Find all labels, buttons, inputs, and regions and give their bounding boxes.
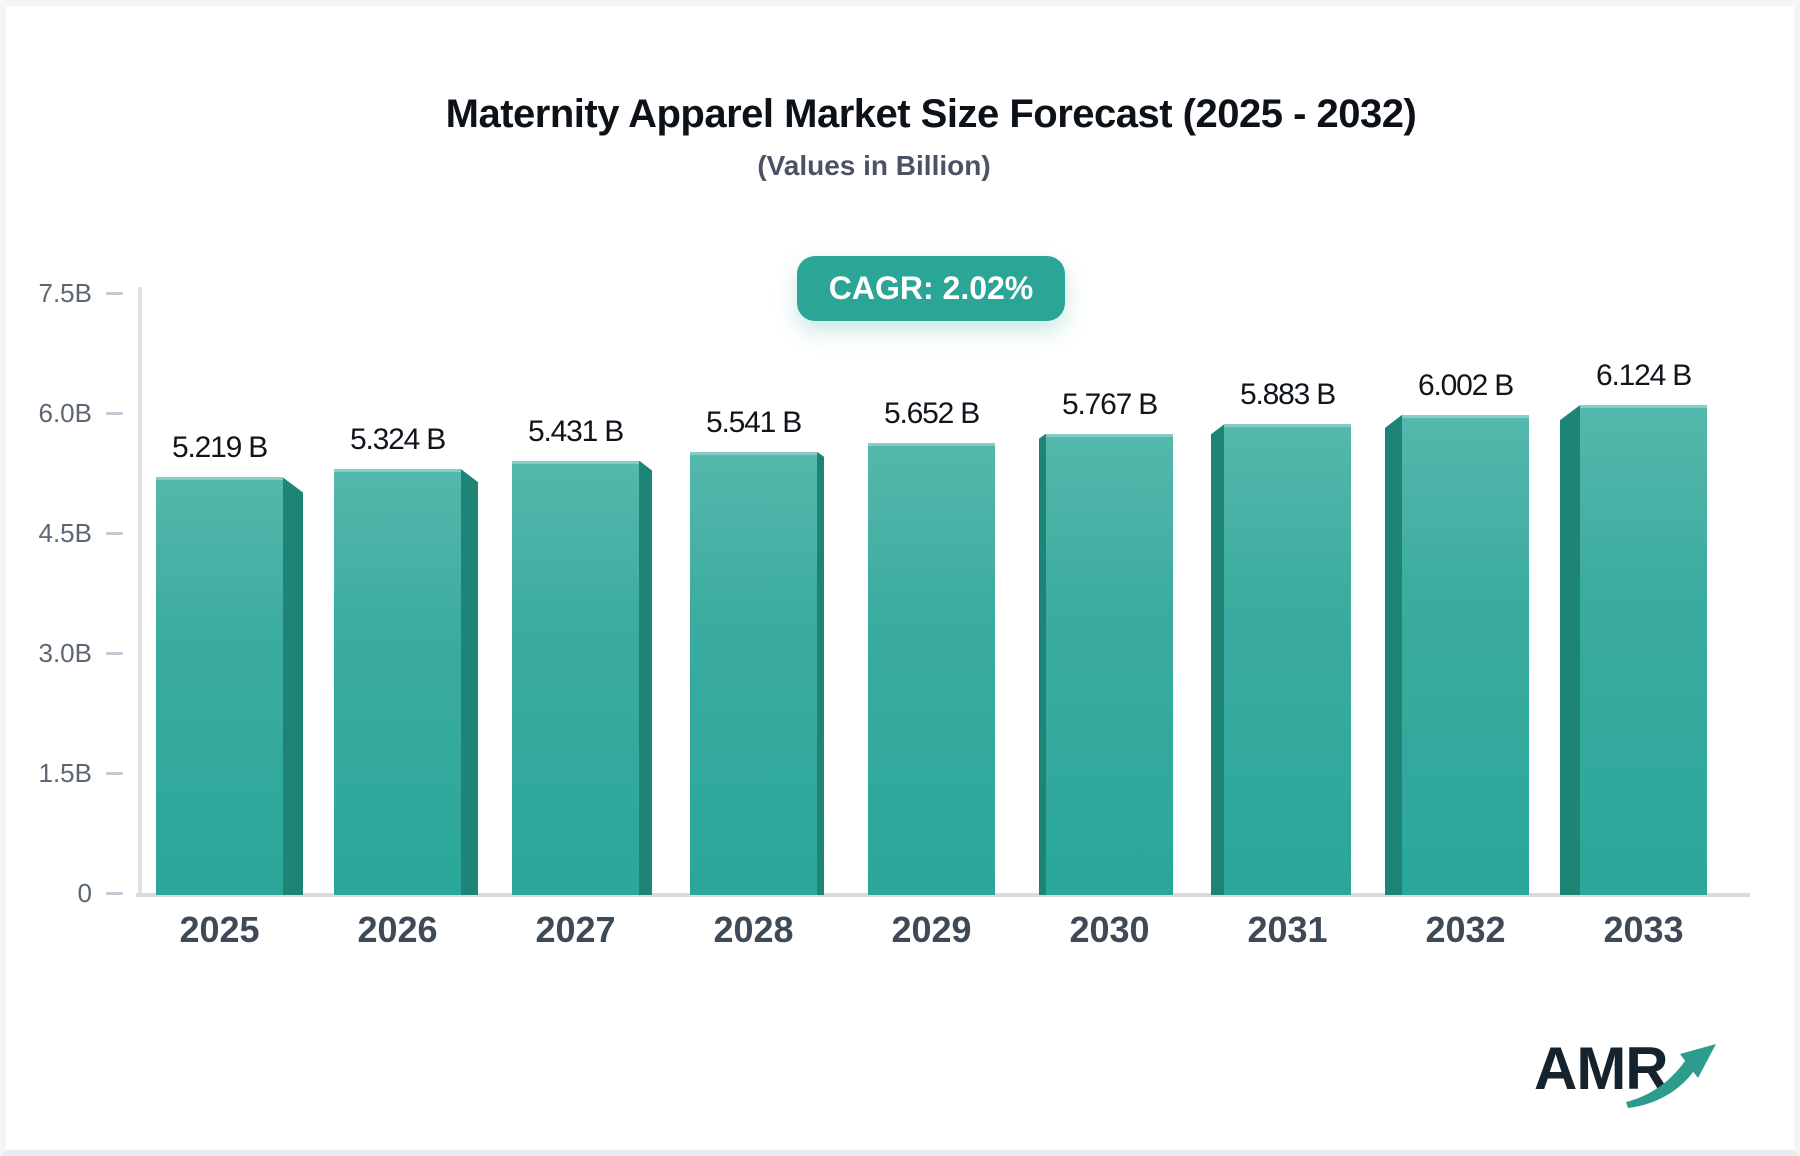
bar-2030 [1046,433,1173,895]
x-tick-label-2030: 2030 [1069,909,1150,950]
y-tick-label: 1.5B [38,758,93,788]
bar-side-2033 [1560,405,1580,895]
bar-2029 [868,442,995,895]
bar-2031 [1224,424,1351,895]
y-tick-label: 0 [77,878,92,908]
bar-2025 [156,477,283,895]
chart-subtitle: (Values in Billion) [757,150,991,181]
x-tick-label-2031: 2031 [1247,909,1328,950]
bar-2028 [690,451,817,895]
bar-value-label-2033: 6.124 B [1595,359,1692,393]
x-tick-label-2033: 2033 [1603,909,1684,950]
amr-logo: AMR [1534,1034,1744,1124]
amr-logo-text: AMR [1534,1035,1669,1102]
bar-2033 [1580,405,1707,895]
y-tick-dash [106,412,123,415]
y-tick-dash [106,772,123,775]
x-tick-label-2027: 2027 [535,909,616,950]
bar-chart: 7.5B 6.0B 4.5B 3.0B 1.5B 0 5.219 B 2025 5.324 B 2… [6,6,1794,1150]
bar-2026 [334,469,461,895]
bar-value-label-2032: 6.002 B [1417,368,1514,402]
bar-side-2026 [461,469,478,895]
bar-side-2030 [1039,433,1046,895]
cagr-badge-row: CAGR: 2.02% [6,256,1794,321]
bar-value-label-2027: 5.431 B [527,414,624,448]
y-tick-dash [106,292,123,295]
x-tick-label-2025: 2025 [179,909,260,950]
bar-side-2027 [639,460,652,895]
y-tick-label: 3.0B [38,638,93,668]
x-tick-label-2029: 2029 [891,909,972,950]
y-axis-line [138,287,142,897]
bar-side-2032 [1385,414,1402,895]
cagr-badge: CAGR: 2.02% [796,256,1066,321]
y-tick-label: 4.5B [38,518,93,548]
chart-title: Maternity Apparel Market Size Forecast (… [445,92,1417,136]
y-tick-label: 7.5B [38,278,93,308]
x-tick-label-2026: 2026 [357,909,438,950]
bar-value-label-2026: 5.324 B [349,423,446,457]
x-tick-label-2032: 2032 [1425,909,1506,950]
y-tick-label: 6.0B [38,398,93,428]
y-tick-dash [106,532,123,535]
bar-value-label-2029: 5.652 B [883,396,980,430]
growth-arrow-icon [1626,1044,1716,1108]
bar-value-label-2031: 5.883 B [1239,378,1336,412]
y-tick-dash [106,892,123,895]
y-tick-dash [106,652,123,655]
bar-side-2031 [1211,424,1224,895]
x-axis-baseline [136,893,1750,897]
bar-value-label-2028: 5.541 B [705,405,802,439]
bar-value-label-2025: 5.219 B [171,431,268,465]
bar-side-2025 [283,477,303,895]
x-tick-label-2028: 2028 [713,909,794,950]
bar-side-2028 [817,451,824,895]
bar-value-label-2030: 5.767 B [1061,387,1158,421]
bar-2032 [1402,414,1529,895]
bar-2027 [512,460,639,895]
